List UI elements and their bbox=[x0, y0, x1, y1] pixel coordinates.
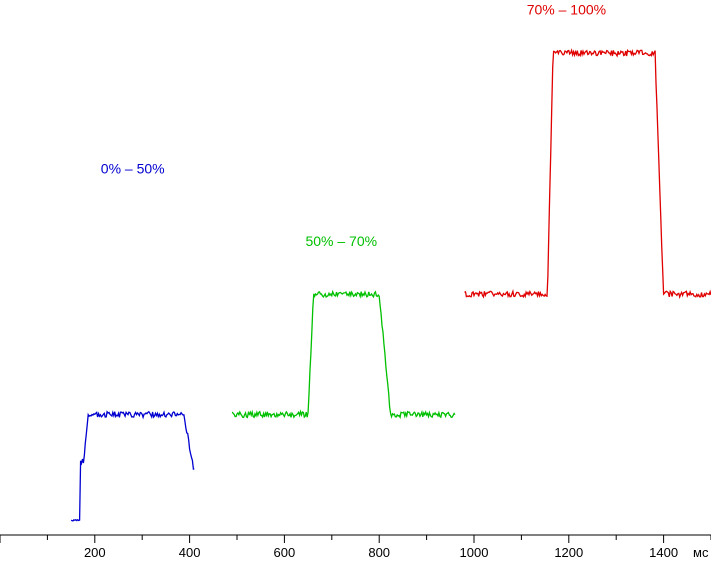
chart-container: 200 400 600 800 1000 1200 1400 мс 0% – 50% 50% – … bbox=[0, 0, 711, 563]
x-tick-label: 600 bbox=[274, 545, 296, 560]
x-tick-label: 200 bbox=[84, 545, 106, 560]
series-label-blue: 0% – 50% bbox=[101, 161, 165, 177]
step-response-chart: 200 400 600 800 1000 1200 1400 мс 0% – 50% 50% – … bbox=[0, 0, 711, 563]
series-label-green: 50% – 70% bbox=[305, 233, 377, 249]
x-tick-label: 400 bbox=[179, 545, 201, 560]
series-blue bbox=[71, 412, 194, 521]
x-tick-label: 1000 bbox=[460, 545, 489, 560]
x-axis-title: мс bbox=[693, 545, 709, 560]
x-tick-label: 1400 bbox=[649, 545, 678, 560]
x-tick-label: 800 bbox=[368, 545, 390, 560]
series-red bbox=[465, 50, 711, 297]
series-label-red: 70% – 100% bbox=[527, 2, 606, 18]
series-green bbox=[232, 292, 455, 418]
x-tick-label: 1200 bbox=[554, 545, 583, 560]
